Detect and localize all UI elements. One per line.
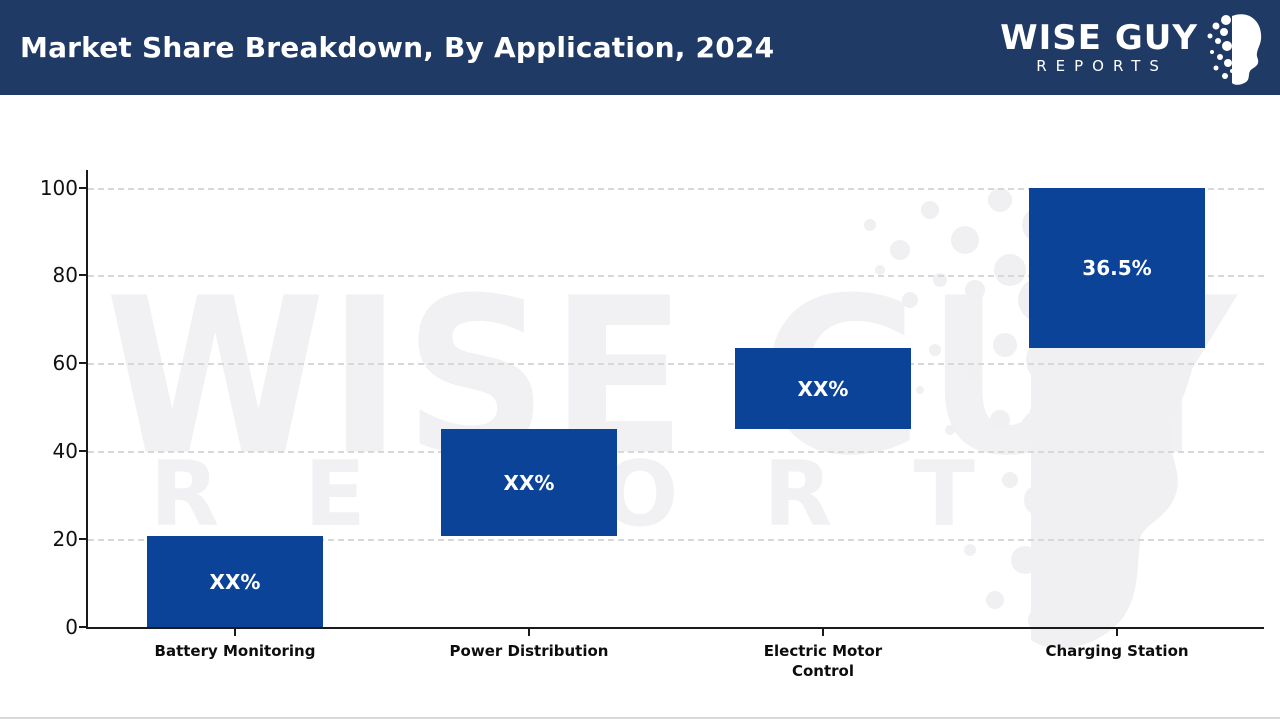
bar-electric-motor-control: XX% bbox=[735, 347, 911, 430]
gridline-100 bbox=[88, 187, 1264, 190]
page-title: Market Share Breakdown, By Application, … bbox=[20, 31, 775, 64]
wiseguy-logo: WISE GUY REPORTS bbox=[1000, 8, 1266, 88]
y-tick-mark bbox=[79, 538, 86, 541]
category-label: Battery Monitoring bbox=[154, 642, 316, 660]
y-tick-label: 20 bbox=[52, 527, 78, 552]
y-tick-mark bbox=[79, 362, 86, 365]
x-tick-mark bbox=[528, 629, 530, 636]
y-tick-label: 100 bbox=[39, 175, 78, 200]
logo-wordmark: WISE GUY bbox=[1000, 18, 1198, 58]
y-tick-mark bbox=[79, 274, 86, 277]
x-tick-mark bbox=[822, 629, 824, 636]
y-tick-mark bbox=[79, 450, 86, 453]
x-tick-mark bbox=[234, 629, 236, 636]
bar-power-distribution: XX% bbox=[441, 429, 617, 537]
category-label: Charging Station bbox=[1045, 642, 1189, 660]
logo-subtext: REPORTS bbox=[1036, 57, 1168, 75]
bar-charging-station: 36.5% bbox=[1029, 187, 1205, 348]
y-tick-label: 40 bbox=[52, 439, 78, 464]
y-tick-label: 0 bbox=[65, 615, 78, 639]
bar-value-label: 36.5% bbox=[1082, 255, 1152, 280]
gridline-80 bbox=[88, 275, 1264, 278]
category-label: Electric Motor Control bbox=[763, 642, 883, 680]
y-tick-mark bbox=[79, 186, 86, 189]
x-tick-mark bbox=[1116, 629, 1118, 636]
header: Market Share Breakdown, By Application, … bbox=[0, 0, 1280, 95]
bar-value-label: XX% bbox=[797, 376, 849, 401]
gridline-40 bbox=[88, 451, 1264, 454]
logo-text: WISE GUY REPORTS bbox=[1000, 21, 1198, 74]
plot-area: XX% XX% XX% 36.5% bbox=[88, 170, 1264, 627]
logo-head-icon bbox=[1207, 13, 1262, 85]
y-tick-mark bbox=[79, 626, 86, 628]
gridline-20 bbox=[88, 539, 1264, 542]
category-label: Power Distribution bbox=[449, 642, 609, 660]
x-axis-line bbox=[86, 627, 1264, 629]
bar-battery-monitoring: XX% bbox=[147, 536, 323, 627]
bar-value-label: XX% bbox=[209, 569, 261, 594]
y-tick-label: 80 bbox=[52, 263, 78, 288]
y-tick-label: 60 bbox=[52, 351, 78, 376]
bottom-divider bbox=[0, 717, 1280, 719]
bar-value-label: XX% bbox=[503, 470, 555, 495]
watermark-reports: REPORTS bbox=[150, 442, 1210, 547]
gridline-60 bbox=[88, 363, 1264, 366]
y-axis-line bbox=[86, 170, 88, 629]
